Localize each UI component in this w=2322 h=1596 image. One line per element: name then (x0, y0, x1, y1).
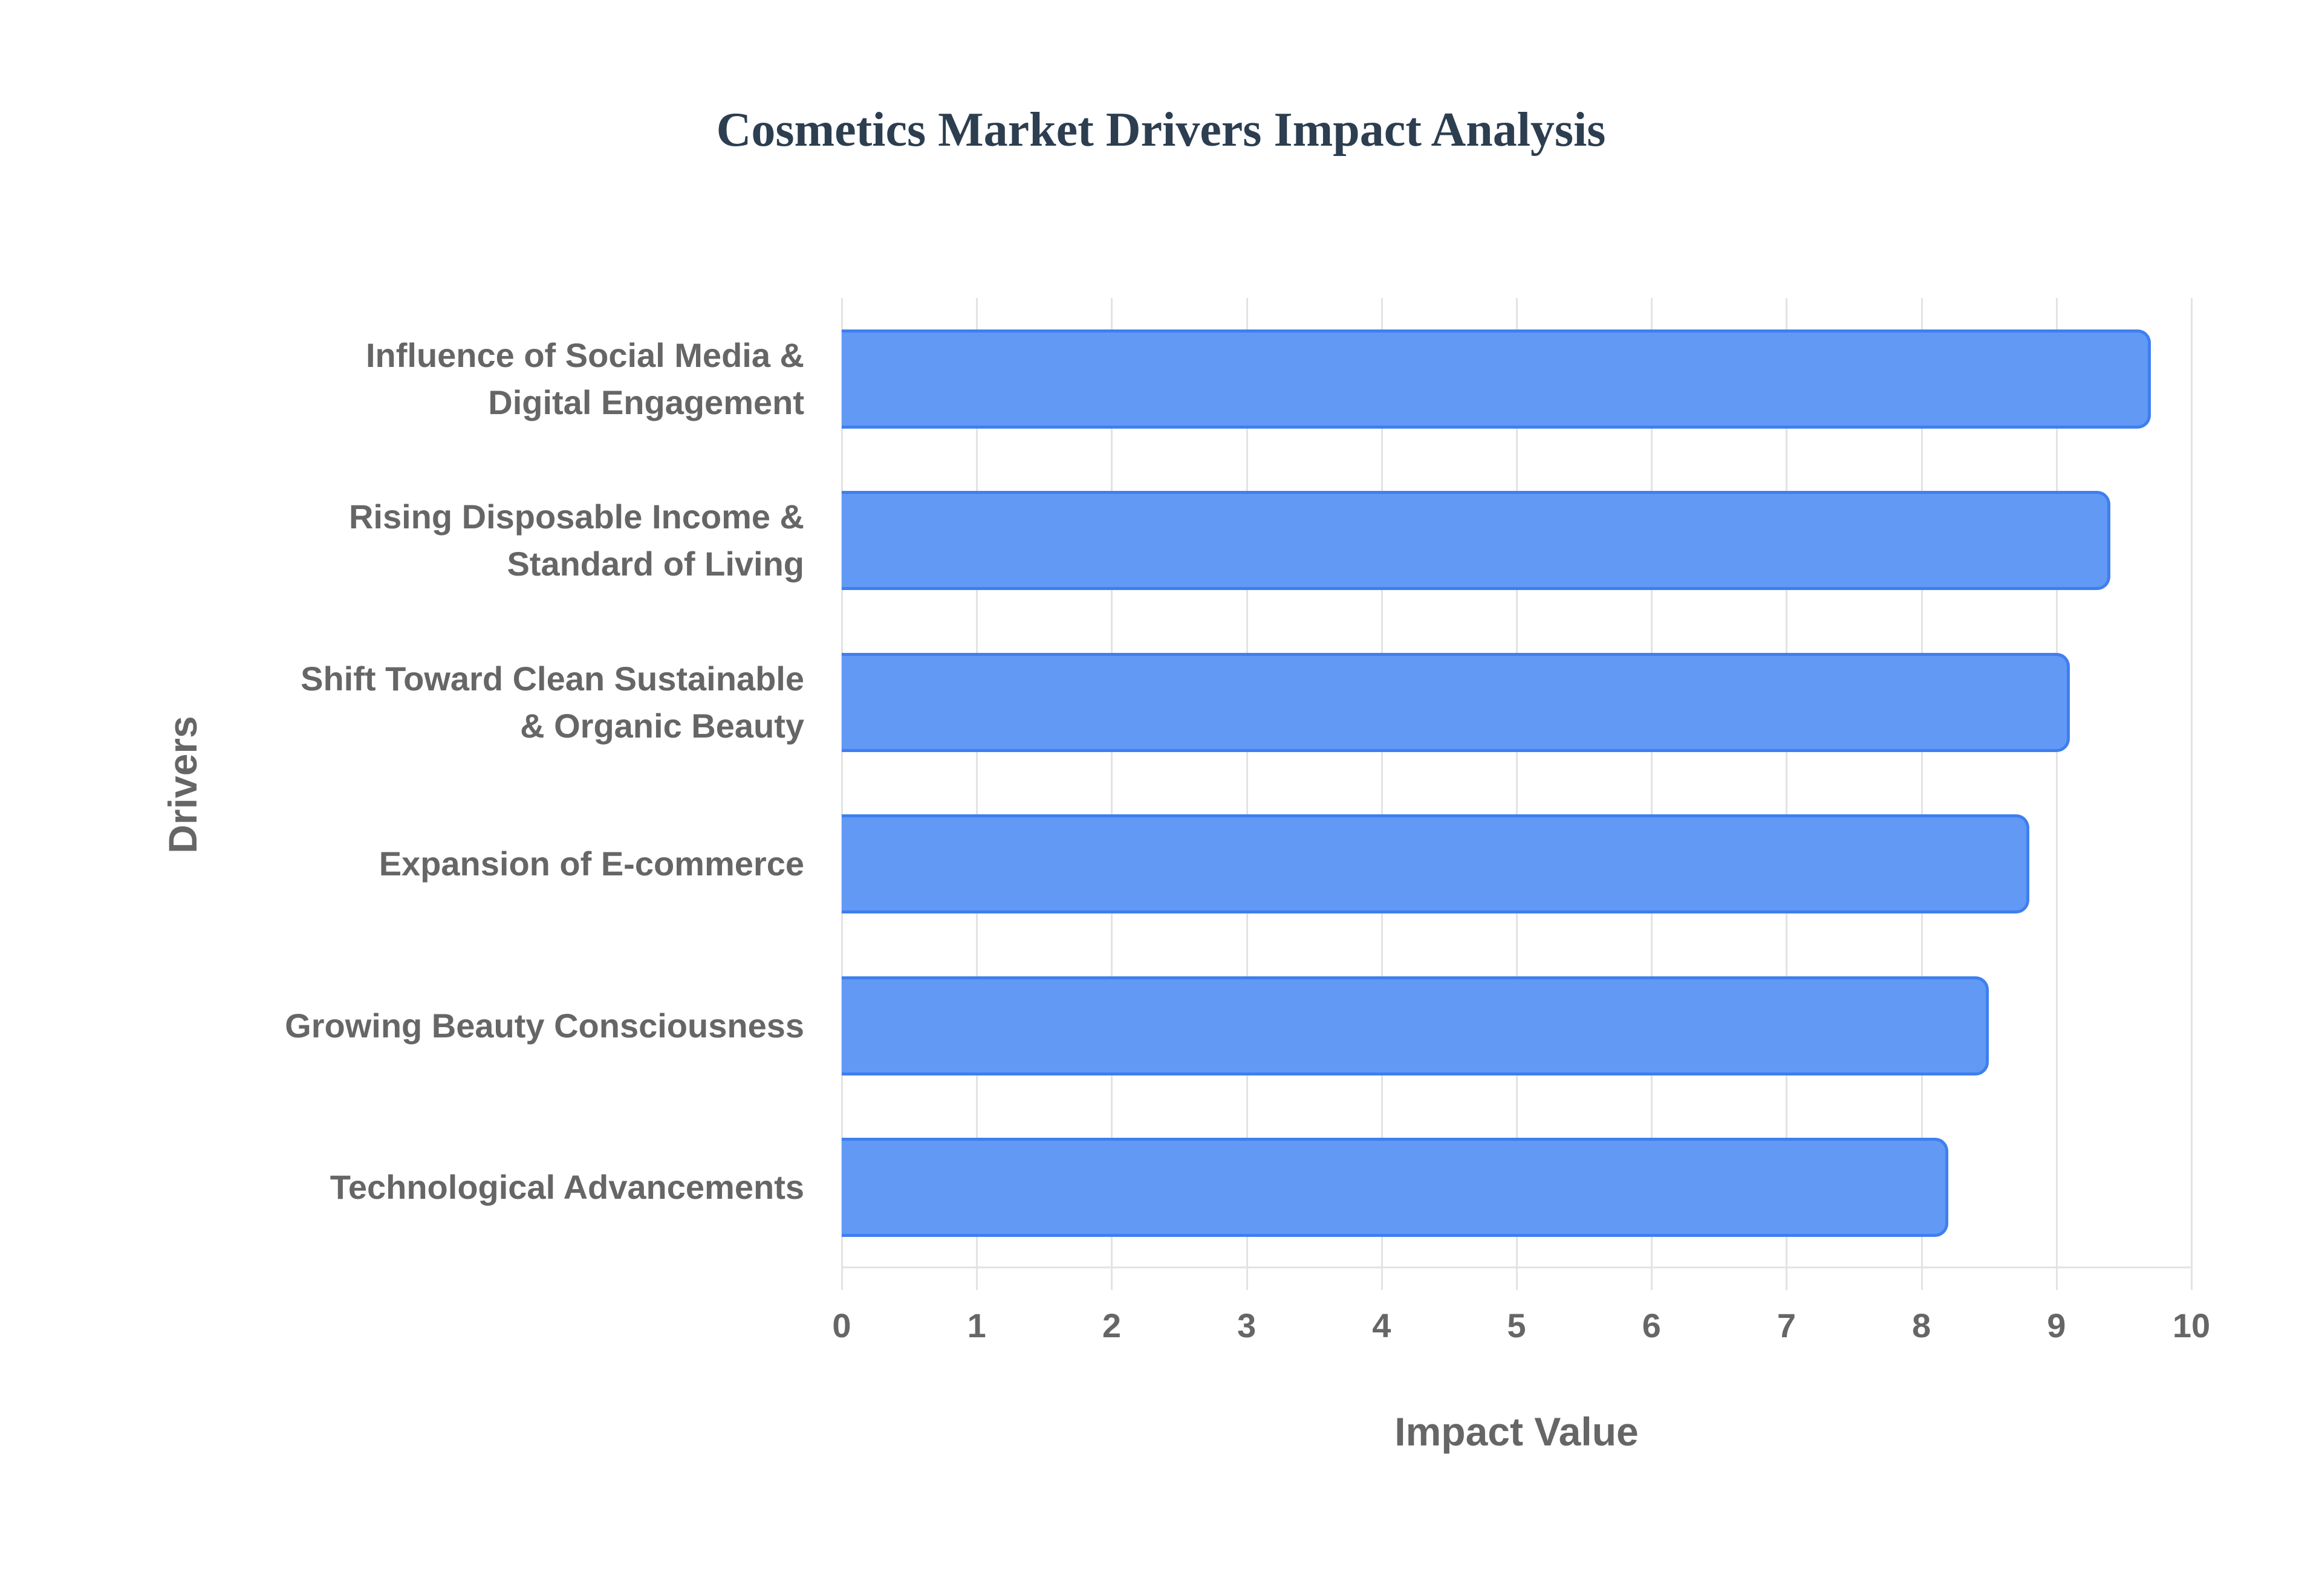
gridline (1786, 298, 1788, 1290)
y-tick-label: Technological Advancements (330, 1168, 804, 1207)
bar[interactable] (842, 491, 2111, 591)
y-tick-label: Rising Disposable Income & Standard of L… (348, 498, 804, 583)
gridline (1516, 298, 1518, 1290)
x-tick-label: 5 (1507, 1306, 1526, 1345)
bar[interactable] (842, 976, 1989, 1075)
plot-area (841, 298, 2193, 1290)
gridline (976, 298, 978, 1290)
x-tick-label: 10 (2172, 1306, 2211, 1345)
gridline (1111, 298, 1113, 1290)
x-tick-label: 4 (1372, 1306, 1391, 1345)
gridline (1381, 298, 1383, 1290)
gridline (841, 298, 843, 1290)
x-axis-title: Impact Value (1394, 1409, 1639, 1454)
chart-title: Cosmetics Market Drivers Impact Analysis (716, 103, 1606, 157)
y-tick-label: Expansion of E-commerce (379, 845, 804, 883)
bar[interactable] (842, 1138, 1949, 1238)
y-axis-title: Drivers (160, 716, 205, 854)
bar[interactable] (842, 814, 2030, 914)
gridline (2055, 298, 2058, 1290)
x-tick-label: 1 (967, 1306, 986, 1345)
x-tick-label: 2 (1102, 1306, 1121, 1345)
y-tick-label: Shift Toward Clean Sustainable & Organic… (301, 659, 804, 745)
x-tick-label: 6 (1642, 1306, 1661, 1345)
x-tick-label: 8 (1912, 1306, 1931, 1345)
x-tick-label: 3 (1237, 1306, 1257, 1345)
y-tick-label: Growing Beauty Consciousness (285, 1006, 804, 1045)
gridline (1246, 298, 1248, 1290)
y-tick-label: Influence of Social Media & Digital Enga… (365, 336, 804, 421)
bar[interactable] (842, 652, 2070, 752)
gridline (1651, 298, 1653, 1290)
gridline (2191, 298, 2193, 1290)
gridline (1920, 298, 1923, 1290)
x-tick-label: 0 (832, 1306, 851, 1345)
x-tick-label: 7 (1777, 1306, 1796, 1345)
bar[interactable] (842, 329, 2151, 429)
x-tick-label: 9 (2047, 1306, 2066, 1345)
